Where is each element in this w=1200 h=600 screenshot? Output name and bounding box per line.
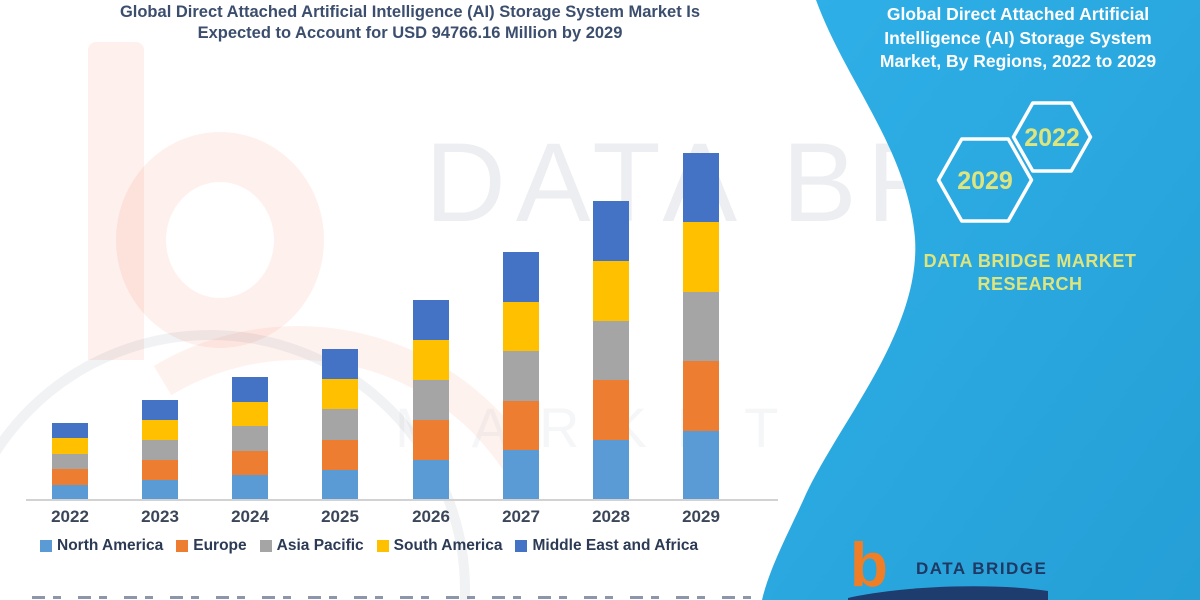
- bar-2028-segment-south-america: [593, 260, 629, 321]
- bar-2022-segment-south-america: [52, 438, 88, 454]
- bar-2025-segment-middle-east-and-africa: [322, 349, 358, 380]
- bar-2026-segment-north-america: [413, 460, 449, 500]
- legend-item-north-america: North America: [40, 537, 163, 555]
- legend-swatch-middle-east-and-africa: [515, 540, 528, 552]
- bar-2024-segment-europe: [232, 450, 268, 476]
- bar-2024: [232, 377, 268, 500]
- footer-logo-b-icon: b: [850, 531, 888, 600]
- x-axis-label-2025: 2025: [321, 507, 359, 526]
- bar-2027-segment-europe: [503, 400, 539, 451]
- bar-2027-segment-south-america: [503, 301, 539, 352]
- hexagon-2029-year: 2029: [957, 167, 1013, 195]
- legend-swatch-europe: [176, 540, 189, 552]
- bar-2023: [142, 400, 178, 500]
- side-panel-heading: Global Direct Attached Artificial Intell…: [840, 3, 1196, 74]
- bar-2024-segment-middle-east-and-africa: [232, 377, 268, 402]
- bar-2023-segment-europe: [142, 460, 178, 480]
- bar-2023-segment-middle-east-and-africa: [142, 400, 178, 420]
- x-axis-label-2023: 2023: [141, 507, 179, 526]
- bar-2029-segment-asia-pacific: [683, 291, 719, 362]
- bar-2029-segment-europe: [683, 361, 719, 431]
- bar-2026-segment-south-america: [413, 340, 449, 380]
- x-axis-label-2022: 2022: [51, 507, 89, 526]
- legend-item-middle-east-and-africa: Middle East and Africa: [515, 537, 698, 555]
- bar-2024-segment-south-america: [232, 401, 268, 427]
- bar-2025-segment-asia-pacific: [322, 409, 358, 440]
- x-axis-label-2026: 2026: [412, 507, 450, 526]
- legend-item-south-america: South America: [376, 537, 503, 555]
- bar-2026-segment-europe: [413, 420, 449, 460]
- bar-2025: [322, 349, 358, 500]
- bar-2022-segment-middle-east-and-africa: [52, 423, 88, 439]
- bar-2028-segment-asia-pacific: [593, 320, 629, 381]
- bar-2023-segment-north-america: [142, 480, 178, 500]
- panel-brand-line2: RESEARCH: [977, 274, 1083, 294]
- bar-2023-segment-south-america: [142, 420, 178, 440]
- cropped-bottom-text-strip: [32, 596, 822, 599]
- legend-label-asia-pacific: Asia Pacific: [276, 537, 364, 554]
- legend-swatch-north-america: [40, 540, 52, 552]
- x-axis-label-2029: 2029: [682, 507, 720, 526]
- bar-2029-segment-north-america: [683, 430, 719, 500]
- hexagon-year-badges: 2029 2022: [936, 101, 1093, 223]
- bar-2029-segment-south-america: [683, 222, 719, 292]
- hexagon-2022-outline: [1011, 101, 1093, 173]
- legend-label-europe: Europe: [193, 537, 247, 554]
- chart-title: Global Direct Attached Artificial Intell…: [10, 2, 810, 44]
- footer-logo-swoosh-icon: [848, 586, 1048, 600]
- bar-2022-segment-asia-pacific: [52, 453, 88, 470]
- bar-2024-segment-asia-pacific: [232, 426, 268, 451]
- side-panel-heading-line3: Market, By Regions, 2022 to 2029: [879, 51, 1157, 71]
- bar-2025-segment-europe: [322, 439, 358, 470]
- chart-title-line1: Global Direct Attached Artificial Intell…: [119, 3, 701, 21]
- bar-2028-segment-north-america: [593, 440, 629, 500]
- bar-2027-segment-north-america: [503, 450, 539, 500]
- legend-label-north-america: North America: [57, 537, 164, 554]
- legend-swatch-south-america: [376, 540, 389, 552]
- footer-logo-brand: DATA BRIDGE: [916, 559, 1048, 578]
- bar-2022: [52, 423, 88, 500]
- side-panel-heading-line1: Global Direct Attached Artificial: [886, 4, 1150, 24]
- bar-2022-segment-north-america: [52, 484, 88, 500]
- hexagon-2029-outline: [936, 137, 1034, 223]
- x-axis-label-2027: 2027: [502, 507, 540, 526]
- bar-2029-segment-middle-east-and-africa: [683, 153, 719, 223]
- bar-2025-segment-north-america: [322, 469, 358, 500]
- bar-2027-segment-middle-east-and-africa: [503, 252, 539, 302]
- x-axis-label-2024: 2024: [231, 507, 269, 526]
- bar-2029: [683, 153, 719, 500]
- bar-2026-segment-middle-east-and-africa: [413, 300, 449, 340]
- bar-2028-segment-middle-east-and-africa: [593, 201, 629, 261]
- bar-2023-segment-asia-pacific: [142, 440, 178, 460]
- legend-item-europe: Europe: [176, 537, 247, 555]
- legend-swatch-asia-pacific: [259, 540, 272, 552]
- x-axis-line: [26, 499, 778, 501]
- bar-2028: [593, 201, 629, 500]
- hexagon-2022-year: 2022: [1024, 124, 1080, 152]
- bar-2028-segment-europe: [593, 380, 629, 441]
- bar-2024-segment-north-america: [232, 475, 268, 500]
- chart-legend: North America Europe Asia Pacific South Ame…: [40, 537, 698, 555]
- x-axis-label-2028: 2028: [592, 507, 630, 526]
- panel-brand-text: DATA BRIDGE MARKET RESEARCH: [880, 250, 1180, 296]
- legend-item-asia-pacific: Asia Pacific: [259, 537, 364, 555]
- bar-2026: [413, 300, 449, 500]
- bar-2027-segment-asia-pacific: [503, 351, 539, 401]
- bar-2027: [503, 252, 539, 500]
- chart-title-line2: Expected to Account for USD 94766.16 Mil…: [197, 24, 623, 42]
- legend-label-middle-east-and-africa: Middle East and Africa: [532, 537, 699, 554]
- bar-2026-segment-asia-pacific: [413, 380, 449, 420]
- side-panel-wave-shape: [762, 0, 1200, 600]
- legend-label-south-america: South America: [393, 537, 503, 554]
- side-panel-heading-line2: Intelligence (AI) Storage System: [884, 27, 1152, 48]
- bar-2022-segment-europe: [52, 469, 88, 485]
- bar-2025-segment-south-america: [322, 379, 358, 410]
- panel-brand-line1: DATA BRIDGE MARKET: [923, 251, 1137, 271]
